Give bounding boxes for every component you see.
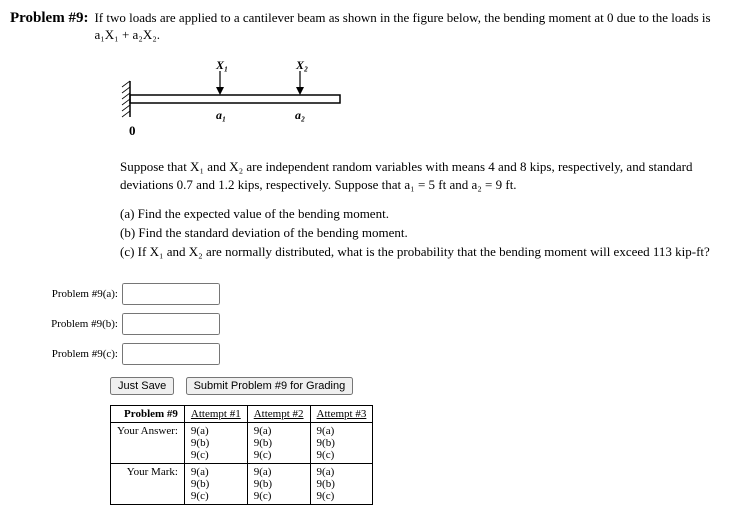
a2-label: a₂ [295, 108, 305, 122]
x2-label: X₂ [295, 59, 308, 72]
problem-body: Suppose that X₁ and X₂ are independent r… [120, 158, 726, 194]
table-cell: 9(a)9(b)9(c) [184, 464, 247, 505]
input-9c[interactable] [122, 343, 220, 365]
col-attempt-3: Attempt #3 [310, 406, 373, 423]
part-c: (c) If X₁ and X₂ are normally distribute… [120, 244, 726, 260]
table-cell: 9(a)9(b)9(c) [310, 464, 373, 505]
beam-diagram: X₁ X₂ a₁ a₂ 0 [120, 59, 726, 143]
input-9a[interactable] [122, 283, 220, 305]
label-9b: Problem #9(b): [40, 318, 118, 330]
problem-parts: (a) Find the expected value of the bendi… [120, 206, 726, 260]
problem-title: Problem #9: [10, 10, 88, 27]
your-mark-label: Your Mark: [111, 464, 185, 505]
table-cell: 9(a)9(b)9(c) [247, 423, 310, 464]
table-cell: 9(a)9(b)9(c) [247, 464, 310, 505]
x1-label: X₁ [215, 59, 228, 72]
origin-label: 0 [129, 123, 136, 138]
col-attempt-1: Attempt #1 [184, 406, 247, 423]
a1-label: a₁ [216, 108, 226, 122]
attempts-header: Problem #9 [111, 406, 185, 423]
part-a: (a) Find the expected value of the bendi… [120, 206, 726, 222]
submit-button[interactable]: Submit Problem #9 for Grading [186, 377, 354, 395]
part-b: (b) Find the standard deviation of the b… [120, 225, 726, 241]
input-9b[interactable] [122, 313, 220, 335]
label-9c: Problem #9(c): [40, 348, 118, 360]
col-attempt-2: Attempt #2 [247, 406, 310, 423]
your-answer-label: Your Answer: [111, 423, 185, 464]
table-cell: 9(a)9(b)9(c) [184, 423, 247, 464]
problem-intro: If two loads are applied to a cantilever… [94, 10, 726, 44]
label-9a: Problem #9(a): [40, 288, 118, 300]
table-cell: 9(a)9(b)9(c) [310, 423, 373, 464]
attempts-table: Problem #9 Attempt #1 Attempt #2 Attempt… [110, 405, 373, 505]
just-save-button[interactable]: Just Save [110, 377, 174, 395]
